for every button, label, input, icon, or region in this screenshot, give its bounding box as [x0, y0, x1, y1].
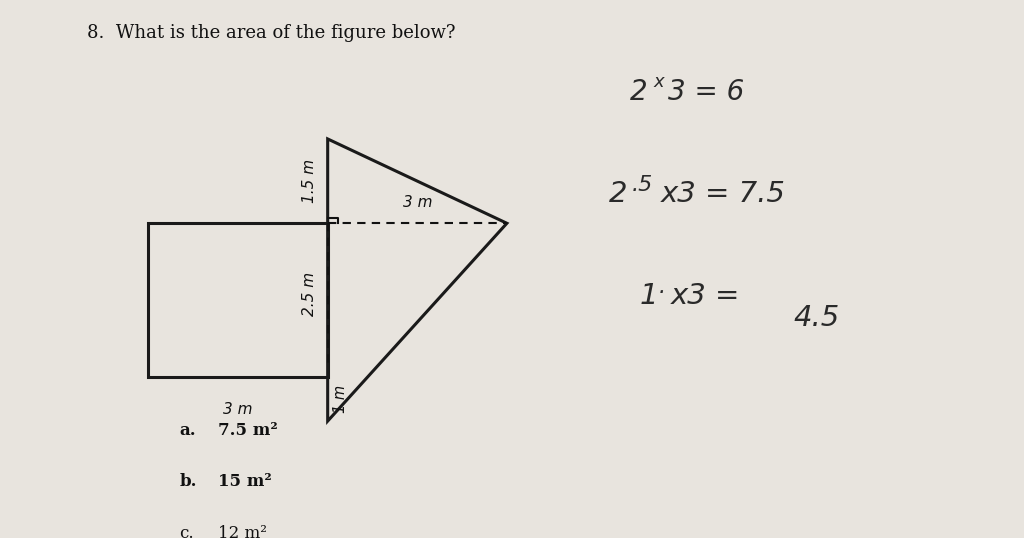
- Text: 3 = 6: 3 = 6: [668, 78, 743, 106]
- Text: 4.5: 4.5: [794, 304, 840, 332]
- Text: 7.5 m²: 7.5 m²: [218, 422, 278, 440]
- Text: 2: 2: [630, 78, 647, 106]
- Text: 3 m: 3 m: [223, 402, 253, 417]
- Text: 1 m: 1 m: [334, 385, 348, 413]
- Text: x3 = 7.5: x3 = 7.5: [660, 180, 785, 208]
- Text: x: x: [653, 73, 664, 90]
- Text: 3 m: 3 m: [402, 195, 432, 210]
- Text: x3 =: x3 =: [671, 282, 740, 310]
- Text: b.: b.: [179, 473, 197, 491]
- Text: .5: .5: [632, 175, 653, 195]
- Text: 2: 2: [609, 180, 628, 208]
- Text: .: .: [658, 277, 666, 297]
- Text: 1: 1: [640, 282, 658, 310]
- Text: 15 m²: 15 m²: [218, 473, 271, 491]
- Text: 12 m²: 12 m²: [218, 525, 267, 538]
- Text: 8.  What is the area of the figure below?: 8. What is the area of the figure below?: [87, 24, 456, 42]
- Text: 1.5 m: 1.5 m: [302, 159, 316, 203]
- Text: c.: c.: [179, 525, 194, 538]
- Text: 2.5 m: 2.5 m: [302, 272, 316, 316]
- Text: a.: a.: [179, 422, 196, 440]
- Bar: [148, 223, 328, 377]
